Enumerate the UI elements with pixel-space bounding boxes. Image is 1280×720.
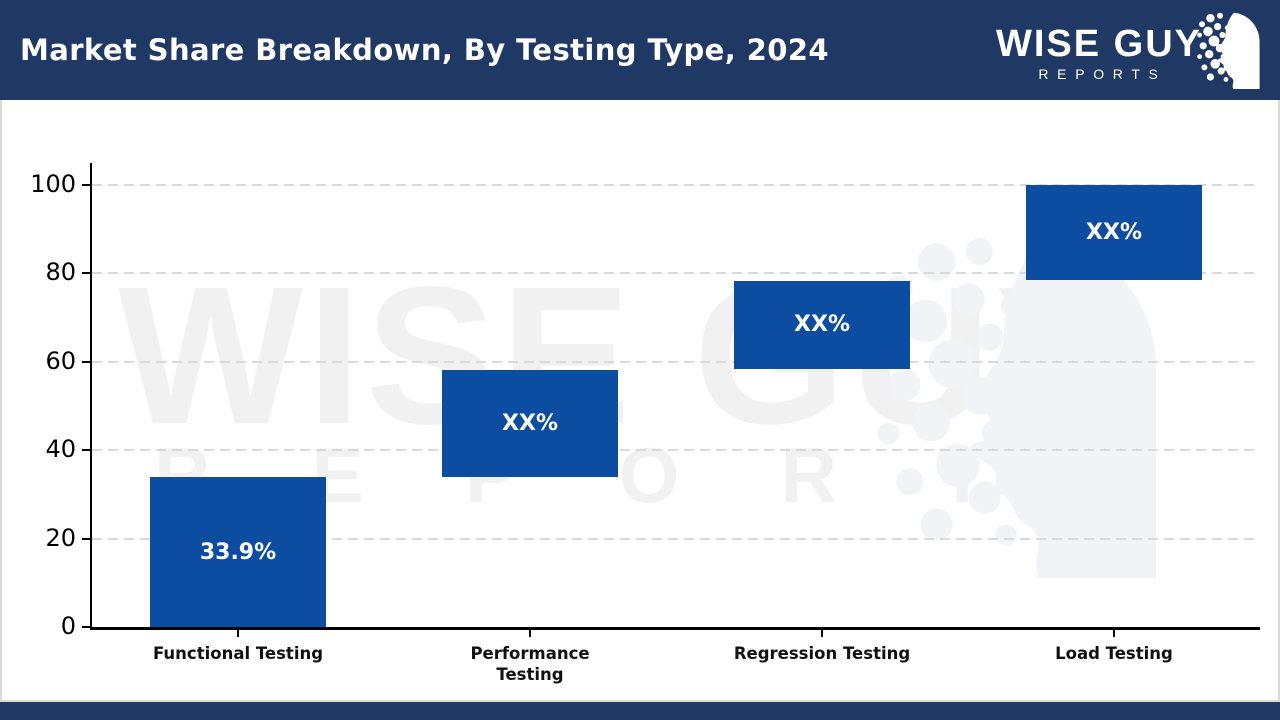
logo-wordmark-line2: REPORTS bbox=[1038, 65, 1167, 82]
y-axis-tick-60 bbox=[82, 360, 90, 363]
footer-bar bbox=[0, 702, 1280, 720]
bar-value-label: XX% bbox=[502, 411, 558, 437]
x-axis-tick-3 bbox=[1113, 627, 1115, 637]
gridline-60 bbox=[92, 360, 1260, 363]
gridline-20 bbox=[92, 537, 1260, 540]
header-bar: Market Share Breakdown, By Testing Type,… bbox=[0, 0, 1280, 100]
y-axis-label-100: 100 bbox=[30, 170, 76, 198]
bar-performance-testing: XX% bbox=[442, 370, 618, 478]
gridline-80 bbox=[92, 272, 1260, 275]
chart-panel: WISE GUY REPORTS 0 20 40 60 80 100 33.9% Functi… bbox=[0, 100, 1280, 702]
bar-load-testing: XX% bbox=[1026, 185, 1202, 280]
x-axis-tick-0 bbox=[237, 627, 239, 637]
y-axis-tick-20 bbox=[82, 537, 90, 540]
logo-wordmark-line1: WISE GUY bbox=[995, 22, 1202, 65]
wise-guy-logo: WISE GUY REPORTS bbox=[996, 11, 1262, 89]
y-axis-label-40: 40 bbox=[45, 435, 76, 464]
bar-value-label: XX% bbox=[794, 312, 850, 338]
y-axis-label-60: 60 bbox=[45, 346, 76, 375]
y-axis-tick-100 bbox=[82, 184, 90, 186]
bar-functional-testing: 33.9% bbox=[150, 477, 326, 627]
bar-regression-testing: XX% bbox=[734, 280, 910, 369]
y-axis-tick-80 bbox=[82, 272, 90, 275]
x-axis-tick-1 bbox=[529, 627, 531, 637]
y-axis-tick-0 bbox=[82, 626, 90, 628]
y-axis-label-20: 20 bbox=[45, 523, 76, 552]
page-title: Market Share Breakdown, By Testing Type,… bbox=[20, 33, 829, 67]
gridline-40 bbox=[92, 449, 1260, 452]
x-axis-label-3: Load Testing bbox=[1055, 644, 1173, 663]
bar-value-label: XX% bbox=[1086, 219, 1142, 245]
logo-wordmark: WISE GUY REPORTS bbox=[996, 25, 1202, 82]
y-axis-label-80: 80 bbox=[45, 258, 76, 287]
plot-area: 0 20 40 60 80 100 33.9% Functional Testing XX% Pe… bbox=[30, 163, 1260, 684]
x-axis-tick-2 bbox=[821, 627, 823, 637]
logo-face-icon bbox=[1197, 12, 1260, 89]
gridline-100 bbox=[92, 184, 1260, 186]
bar-value-label: 33.9% bbox=[199, 539, 277, 565]
x-axis-label-0: Functional Testing bbox=[152, 644, 324, 663]
x-axis-label-1: Performance Testing bbox=[470, 644, 590, 684]
y-axis-label-0: 0 bbox=[60, 612, 76, 640]
y-axis-tick-40 bbox=[82, 449, 90, 452]
x-axis-label-2: Regression Testing bbox=[733, 644, 911, 663]
